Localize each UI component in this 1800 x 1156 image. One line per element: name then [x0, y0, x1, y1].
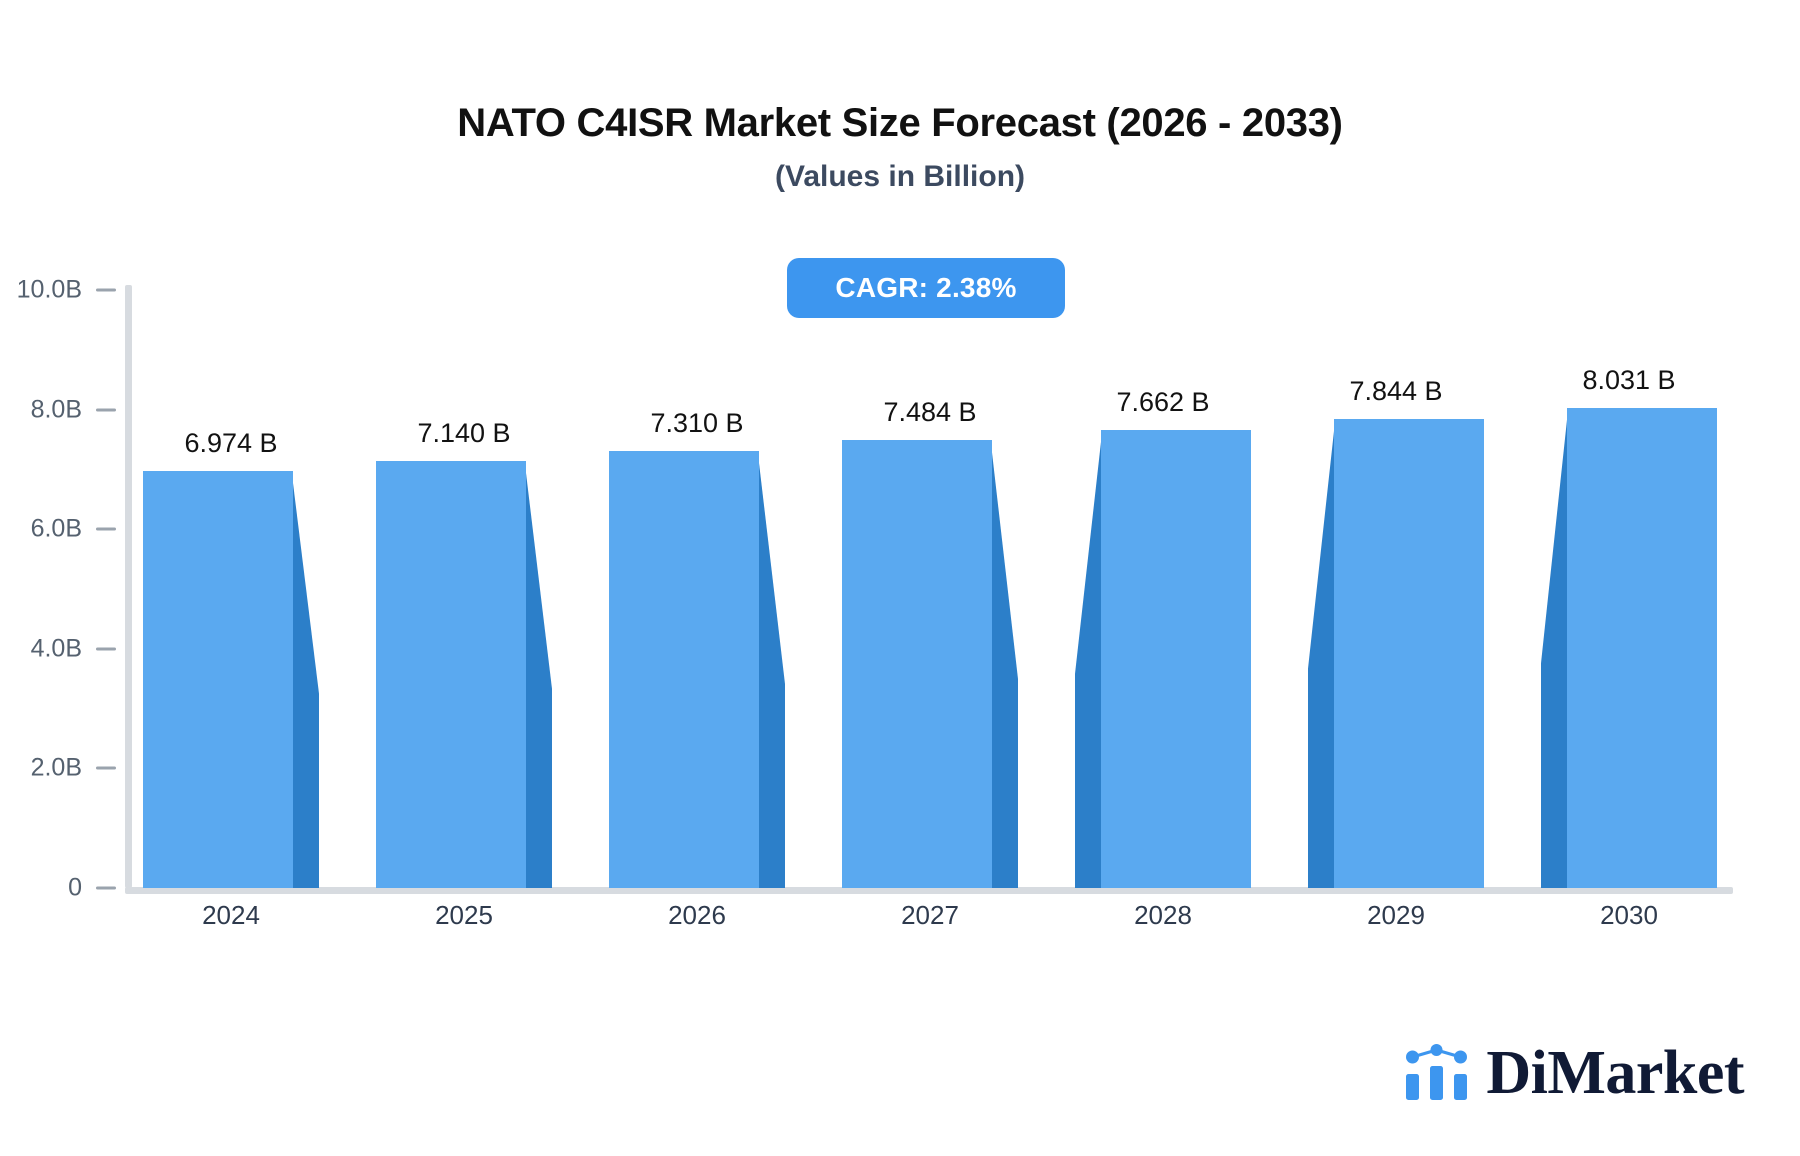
bar[interactable]: 7.844 B	[1308, 376, 1484, 888]
y-axis-tick-label: 6.0B	[30, 514, 82, 543]
bar-slot: 7.140 B	[369, 290, 559, 888]
cagr-badge-label: CAGR: 2.38%	[835, 272, 1017, 303]
y-axis-tick: 10.0B	[0, 276, 116, 305]
x-axis-labels: 2024 2025 2026 2027 2028 2029 2030	[130, 900, 1730, 931]
y-axis-tick: 4.0B	[0, 634, 116, 663]
bar-side-face	[293, 482, 319, 888]
y-axis-tick-label: 8.0B	[30, 395, 82, 424]
bar-front-face	[143, 470, 293, 888]
bar[interactable]: 7.310 B	[609, 408, 785, 888]
bar-slot: 7.662 B	[1068, 290, 1258, 888]
y-axis-tick-mark	[96, 288, 116, 292]
cagr-badge: CAGR: 2.38%	[787, 258, 1065, 318]
bar-slot: 6.974 B	[136, 290, 326, 888]
y-axis-tick-mark	[96, 886, 116, 890]
x-axis-tick-label: 2026	[668, 900, 726, 930]
bar[interactable]: 7.484 B	[842, 397, 1018, 888]
y-axis-tick-mark	[96, 647, 116, 651]
y-axis-tick: 0	[0, 874, 116, 903]
bar-front-face	[842, 440, 992, 888]
bar-front-face	[609, 450, 759, 888]
plot-area: 10.0B 8.0B 6.0B 4.0B 2.0B 0 6.974 B 7.140 B 7.3…	[17, 276, 1733, 902]
bar-side-face	[759, 462, 785, 888]
x-axis-tick-label: 2029	[1367, 900, 1425, 930]
bar[interactable]: 6.974 B	[143, 428, 319, 888]
x-axis-tick-label: 2025	[435, 900, 493, 930]
y-axis-tick-mark	[96, 766, 116, 770]
y-axis-line	[125, 285, 132, 888]
page-title: NATO C4ISR Market Size Forecast (2026 - …	[457, 101, 1343, 145]
bar-front-face	[376, 461, 526, 888]
bar-side-face	[1308, 430, 1334, 888]
x-axis-tick-label: 2024	[202, 900, 260, 930]
bar-value-label: 7.662 B	[1116, 386, 1210, 417]
y-axis-tick-mark	[96, 527, 116, 531]
y-axis-tick-label: 0	[68, 873, 82, 902]
bar-value-label: 7.310 B	[650, 407, 744, 438]
y-axis-tick-label: 4.0B	[30, 634, 82, 663]
y-axis-tick-label: 10.0B	[16, 275, 82, 304]
x-axis-line	[125, 887, 1733, 894]
bar-front-face	[1567, 407, 1717, 888]
y-axis-tick: 2.0B	[0, 754, 116, 783]
logo-text: DiMarket	[1486, 1039, 1744, 1107]
bar-value-label: 7.484 B	[883, 397, 977, 428]
bar-side-face	[992, 452, 1018, 888]
y-axis-tick: 6.0B	[0, 515, 116, 544]
bar-slot: 7.844 B	[1301, 290, 1491, 888]
brand-logo: DiMarket	[1404, 1042, 1744, 1104]
bar-slot: 8.031 B	[1534, 290, 1724, 888]
bar-value-label: 6.974 B	[184, 427, 278, 458]
bar-value-label: 7.844 B	[1349, 375, 1443, 406]
bar[interactable]: 7.140 B	[376, 418, 552, 888]
bar-value-label: 8.031 B	[1582, 364, 1676, 395]
y-axis-tick: 8.0B	[0, 395, 116, 424]
x-axis-tick-label: 2028	[1134, 900, 1192, 930]
bar-value-label: 7.140 B	[417, 418, 511, 449]
y-axis-tick-mark	[96, 408, 116, 412]
x-axis-tick-label: 2027	[901, 900, 959, 930]
chart-subtitle: (Values in Billion)	[774, 160, 1026, 193]
chart-header: NATO C4ISR Market Size Forecast (2026 - …	[0, 100, 1800, 194]
bar-side-face	[1541, 419, 1567, 888]
x-axis-tick-label: 2030	[1600, 900, 1658, 930]
bar-side-face	[526, 473, 552, 888]
bar-series: 6.974 B 7.140 B 7.310 B 7.484 B 7.662 B 7.844…	[130, 290, 1730, 888]
bar[interactable]: 8.031 B	[1541, 365, 1717, 888]
bar-chart-icon	[1406, 1044, 1468, 1100]
y-axis-tick-label: 2.0B	[30, 753, 82, 782]
bar-front-face	[1334, 418, 1484, 888]
bar-front-face	[1101, 429, 1251, 888]
bar-slot: 7.310 B	[602, 290, 792, 888]
bar-side-face	[1075, 441, 1101, 888]
bar-slot: 7.484 B	[835, 290, 1025, 888]
bar[interactable]: 7.662 B	[1075, 387, 1251, 888]
